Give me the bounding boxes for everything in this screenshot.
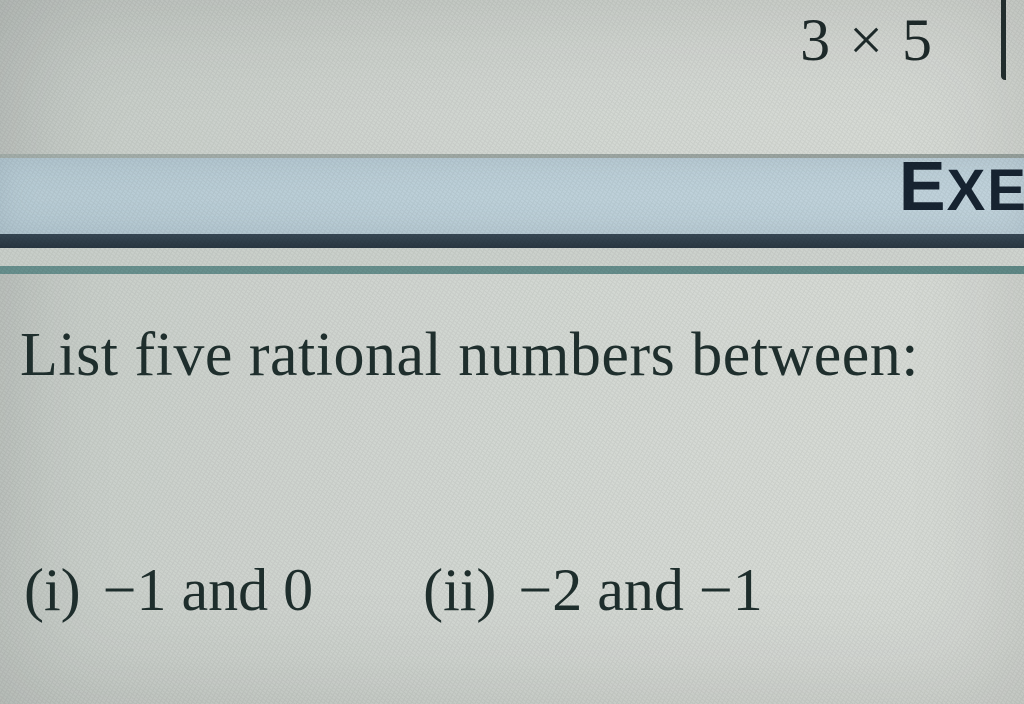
fraction-expression: 3 × 5	[800, 6, 934, 75]
exercise-banner: EXE	[0, 154, 1024, 274]
banner-fill	[0, 158, 1024, 234]
banner-dark-rule	[0, 234, 1024, 248]
option-text: −2 and −1	[518, 556, 762, 625]
options-row: (i) −1 and 0 (ii) −2 and −1	[24, 556, 1024, 625]
banner-gap	[0, 248, 1024, 266]
exercise-heading-cap: E	[899, 147, 947, 225]
exercise-heading: EXE	[899, 146, 1024, 226]
right-margin-rule	[1001, 0, 1024, 80]
option-ii: (ii) −2 and −1	[423, 556, 763, 625]
option-label: (ii)	[423, 556, 496, 625]
textbook-photo: 3 × 5 EXE List five rational numbers bet…	[0, 0, 1024, 704]
option-label: (i)	[24, 556, 81, 625]
previous-line-fragment: 3 × 5	[0, 0, 1024, 90]
option-i: (i) −1 and 0	[24, 556, 313, 625]
exercise-heading-rest: XE	[947, 158, 1024, 223]
option-text: −1 and 0	[103, 556, 313, 625]
question-text: List five rational numbers between:	[20, 320, 1024, 391]
banner-accent-rule	[0, 266, 1024, 274]
